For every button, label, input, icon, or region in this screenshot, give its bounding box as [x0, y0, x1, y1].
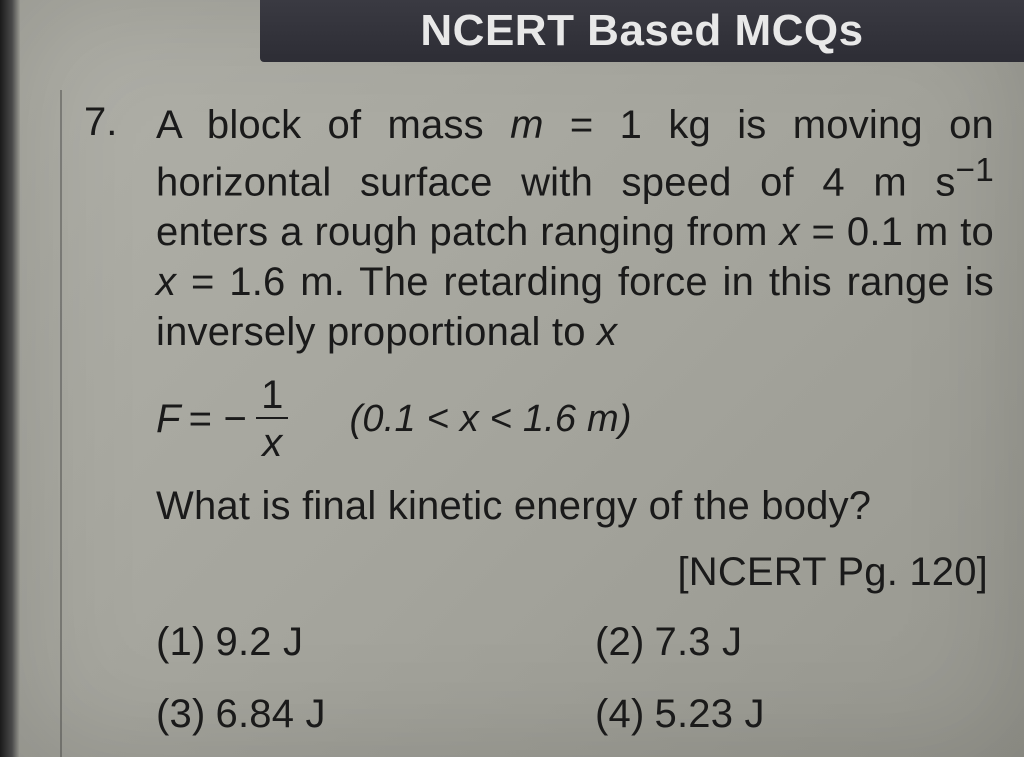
section-header: NCERT Based MCQs: [260, 0, 1024, 62]
question-content: 7. A block of mass m = 1 kg is moving on…: [84, 100, 994, 739]
formula-lhs: F: [156, 394, 181, 444]
option-2[interactable]: (2) 7.3 J: [595, 617, 994, 667]
sub-question: What is final kinetic energy of the body…: [156, 481, 994, 531]
formula-domain: (0.1 < x < 1.6 m): [350, 396, 632, 444]
text: enters a rough patch ranging from: [156, 210, 779, 254]
option-label: (4): [595, 689, 645, 739]
option-value: 5.23 J: [655, 689, 765, 739]
question-number: 7.: [84, 100, 134, 739]
var-x: x: [597, 310, 617, 354]
fraction: 1 x: [255, 375, 289, 463]
reference-citation: [NCERT Pg. 120]: [156, 547, 994, 597]
formula-eq-sign: = −: [189, 394, 247, 444]
question-body: A block of mass m = 1 kg is moving on ho…: [156, 100, 994, 739]
section-header-title: NCERT Based MCQs: [420, 6, 863, 56]
domain-text: (0.1 < x < 1.6 m): [350, 398, 632, 440]
options-grid: (1) 9.2 J (2) 7.3 J (3) 6.84 J (4) 5.23 …: [156, 617, 994, 739]
option-value: 6.84 J: [216, 689, 326, 739]
option-value: 7.3 J: [655, 617, 743, 667]
fraction-denominator: x: [256, 417, 288, 463]
var-x: x: [156, 260, 176, 304]
option-3[interactable]: (3) 6.84 J: [156, 689, 555, 739]
formula-equation: F = − 1 x: [156, 375, 290, 463]
option-4[interactable]: (4) 5.23 J: [595, 689, 994, 739]
var-x: x: [779, 210, 799, 254]
option-label: (3): [156, 689, 206, 739]
option-label: (1): [156, 617, 206, 667]
option-label: (2): [595, 617, 645, 667]
var-m: m: [510, 103, 544, 147]
page-surface: NCERT Based MCQs 7. A block of mass m = …: [20, 0, 1024, 757]
problem-statement: A block of mass m = 1 kg is moving on ho…: [156, 100, 994, 357]
text: A block of mass: [156, 103, 510, 147]
margin-rule: [60, 90, 62, 757]
page-left-shadow: [0, 0, 20, 757]
fraction-numerator: 1: [255, 375, 289, 417]
option-value: 9.2 J: [216, 617, 304, 667]
exponent: −1: [956, 152, 994, 189]
formula-row: F = − 1 x (0.1 < x < 1.6 m): [156, 375, 994, 463]
text: = 1.6 m. The retarding force in this ran…: [156, 260, 994, 354]
option-1[interactable]: (1) 9.2 J: [156, 617, 555, 667]
text: = 0.1 m to: [800, 210, 994, 254]
question-row: 7. A block of mass m = 1 kg is moving on…: [84, 100, 994, 739]
